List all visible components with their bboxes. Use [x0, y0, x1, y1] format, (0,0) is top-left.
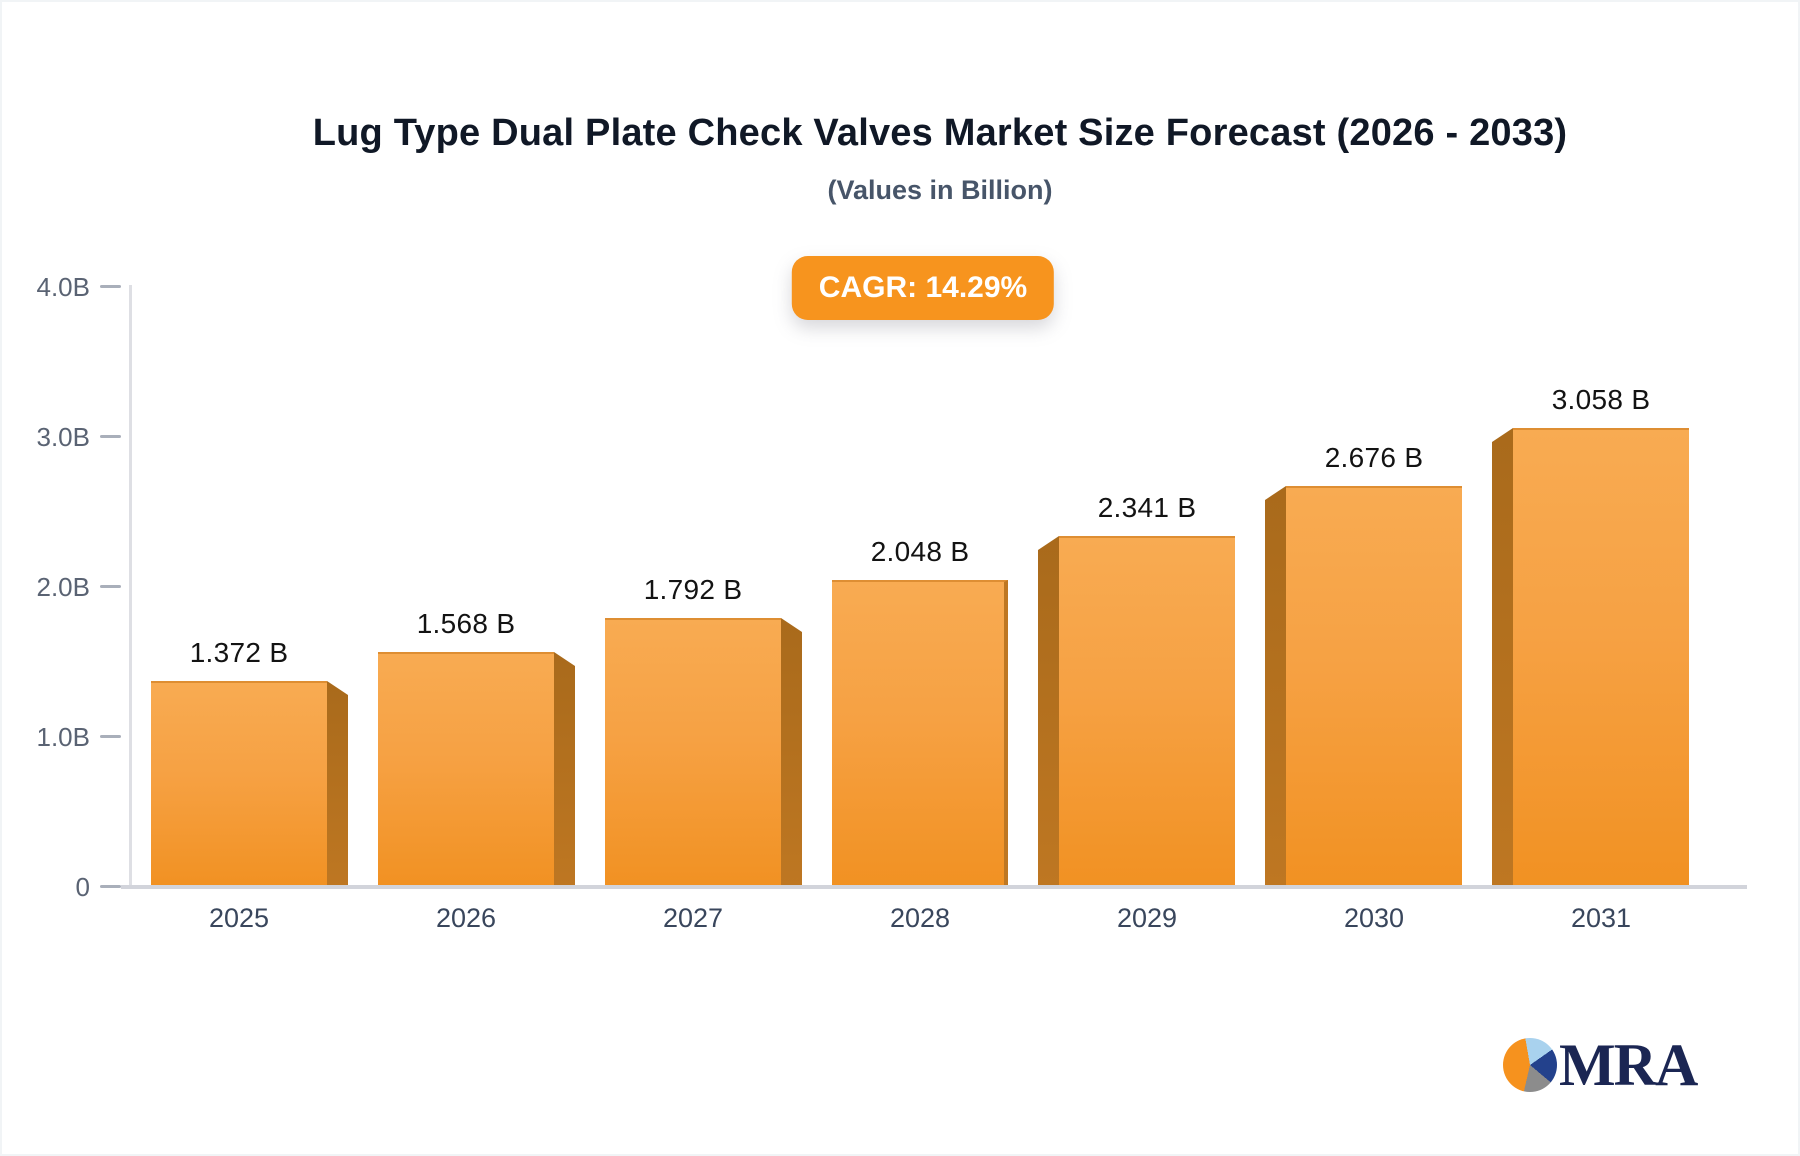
bar-3d-side-2025 — [327, 681, 348, 888]
bar-3d-side-2026 — [554, 652, 575, 888]
y-axis-tick-mark — [100, 735, 121, 738]
bar-3d-side-2031 — [1492, 428, 1513, 888]
x-axis-category-label: 2030 — [1343, 903, 1405, 933]
brand-logo-text: MRA — [1559, 1032, 1698, 1098]
x-axis-category-label: 2029 — [1116, 903, 1178, 933]
y-axis-tick-label: 3.0B — [36, 422, 91, 452]
bar-value-label: 1.568 B — [416, 608, 516, 639]
bar-2025[interactable] — [151, 681, 327, 888]
brand-logo[interactable]: MRA — [1503, 1032, 1698, 1098]
bar-value-label: 2.048 B — [870, 536, 970, 567]
y-axis-tick-label: 0 — [75, 872, 90, 902]
y-axis-tick-mark — [100, 885, 121, 888]
bar-2030[interactable] — [1286, 486, 1462, 888]
cagr-badge: CAGR: 14.29% — [791, 256, 1055, 320]
pie-chart-logo-icon — [1503, 1038, 1557, 1092]
bar-value-label: 1.792 B — [643, 574, 743, 605]
bar-3d-side-2030 — [1265, 486, 1286, 888]
bar-3d-side-2029 — [1038, 536, 1059, 888]
chart-title: Lug Type Dual Plate Check Valves Market … — [312, 112, 1568, 154]
bar-2026[interactable] — [378, 652, 554, 888]
x-axis-category-label: 2025 — [208, 903, 270, 933]
x-axis-category-label: 2028 — [889, 903, 951, 933]
x-axis-category-label: 2026 — [435, 903, 497, 933]
bar-2029[interactable] — [1059, 536, 1235, 888]
bar-value-label: 2.676 B — [1324, 442, 1424, 473]
bar-3d-side-2027 — [781, 618, 802, 888]
bar-2027[interactable] — [605, 618, 781, 888]
y-axis-line — [129, 285, 132, 889]
x-axis-category-label: 2031 — [1570, 903, 1632, 933]
x-axis-baseline — [121, 885, 1747, 889]
y-axis-tick-mark — [100, 435, 121, 438]
cagr-badge-label: CAGR: 14.29% — [818, 271, 1028, 304]
y-axis-tick-mark — [100, 285, 121, 288]
y-axis-tick-mark — [100, 585, 121, 588]
chart-subtitle: (Values in Billion) — [827, 175, 1053, 205]
bar-value-label: 3.058 B — [1551, 384, 1651, 415]
y-axis-tick-label: 1.0B — [36, 722, 91, 752]
bar-value-label: 2.341 B — [1097, 492, 1197, 523]
y-axis-tick-label: 4.0B — [36, 272, 91, 302]
bar-value-label: 1.372 B — [189, 637, 289, 668]
x-axis-category-label: 2027 — [662, 903, 724, 933]
bar-2031[interactable] — [1513, 428, 1689, 888]
bar-2028[interactable] — [832, 580, 1008, 888]
y-axis-tick-label: 2.0B — [36, 572, 91, 602]
